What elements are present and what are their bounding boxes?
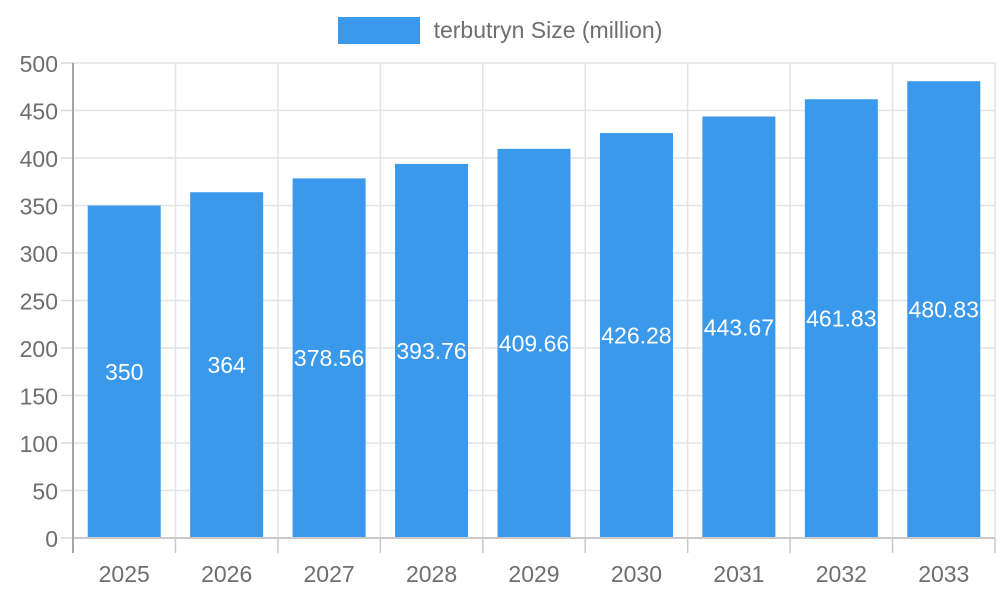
bar (497, 148, 571, 538)
y-axis-tick-label: 250 (20, 289, 58, 315)
x-axis-tick-label: 2026 (201, 561, 252, 587)
y-axis-tick-label: 150 (20, 384, 58, 410)
bar-value-label: 393.76 (396, 338, 466, 364)
y-axis-tick-label: 450 (20, 99, 58, 125)
x-axis-tick-label: 2028 (406, 561, 457, 587)
bar-value-label: 443.67 (704, 314, 774, 340)
bar (190, 192, 264, 538)
y-axis-tick-label: 400 (20, 146, 58, 172)
legend[interactable]: terbutryn Size (million) (0, 17, 1000, 44)
bar-value-label: 409.66 (499, 330, 569, 356)
legend-swatch (337, 17, 420, 44)
y-axis-tick-label: 300 (20, 241, 58, 267)
bar-value-label: 364 (207, 352, 246, 378)
bar-value-label: 350 (105, 359, 143, 385)
bar (702, 116, 776, 539)
bar-value-label: 461.83 (806, 306, 876, 332)
x-axis-tick-label: 2029 (508, 561, 559, 587)
y-axis-tick-label: 500 (20, 51, 58, 77)
x-axis-tick-label: 2031 (713, 561, 764, 587)
bar (292, 178, 366, 539)
bar-value-label: 480.83 (909, 297, 979, 323)
legend-label: terbutryn Size (million) (433, 17, 663, 43)
y-axis-tick-label: 350 (20, 194, 58, 220)
y-axis-tick-label: 0 (45, 526, 58, 552)
y-axis-tick-label: 200 (20, 336, 58, 362)
bar (599, 133, 673, 538)
bar (395, 163, 469, 539)
x-axis-tick-label: 2030 (611, 561, 662, 587)
bar (907, 81, 981, 539)
bar (87, 205, 161, 538)
bar-value-label: 426.28 (601, 323, 671, 349)
y-axis-tick-label: 100 (20, 431, 58, 457)
x-axis-tick-label: 2032 (816, 561, 867, 587)
bar-value-label: 378.56 (294, 345, 364, 371)
x-axis-tick-label: 2033 (918, 561, 969, 587)
x-axis-tick-label: 2027 (304, 561, 355, 587)
bar (804, 99, 878, 538)
y-axis-tick-label: 50 (32, 479, 58, 505)
x-axis-tick-label: 2025 (99, 561, 150, 587)
